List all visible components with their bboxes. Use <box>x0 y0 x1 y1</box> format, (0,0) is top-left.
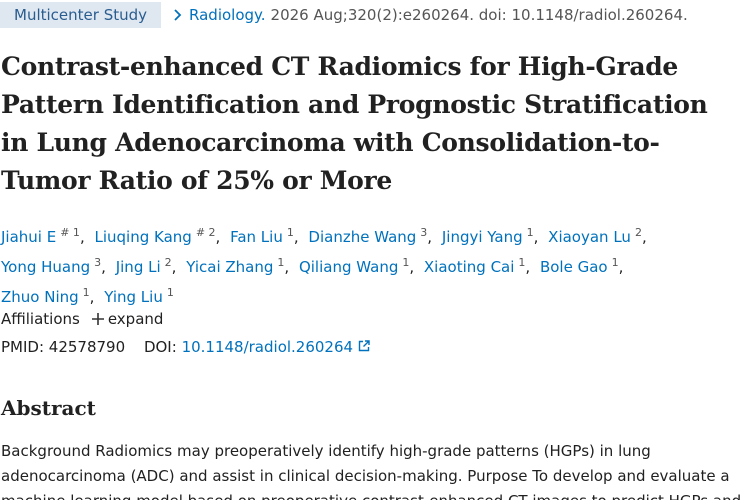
badge: Multicenter Study <box>0 2 162 28</box>
pmid: 42578790 <box>48 338 126 356</box>
author-affiliation-ref[interactable]: 1 <box>518 256 526 269</box>
affiliations-label: Affiliations <box>1 310 80 328</box>
author-name[interactable]: Fan Liu <box>230 228 283 246</box>
author: Bole Gao 1 <box>539 256 628 276</box>
title-line: Tumor Ratio of 25% or More <box>1 166 393 195</box>
abstract-text: Background Radiomics may preoperatively … <box>1 439 741 500</box>
title-line: Contrast-enhanced CT Radiomics for High-… <box>1 52 679 81</box>
author-name[interactable]: Zhuo Ning <box>1 288 79 306</box>
author-affiliation-ref[interactable]: 1 <box>82 286 90 299</box>
author: Jing Li 2 <box>115 256 182 276</box>
author-affiliation-ref[interactable]: 2 <box>164 256 172 269</box>
title-line: Pattern Identification and Prognostic St… <box>1 90 708 119</box>
author-name[interactable]: Bole Gao <box>539 258 608 276</box>
author-affiliation-ref[interactable]: 3 <box>420 226 428 239</box>
author-affiliation-ref[interactable]: 1 <box>277 256 285 269</box>
chevron-icon <box>174 9 182 21</box>
author-name[interactable]: Xiaoyan Lu <box>548 228 631 246</box>
expand-toggle[interactable]: expand <box>107 310 164 328</box>
author-name[interactable]: Jiahui E <box>1 228 57 246</box>
external-link-icon <box>358 340 370 352</box>
author-name[interactable]: Xiaoting Cai <box>423 258 515 276</box>
doi-link[interactable]: 10.1148/radiol.260264 <box>181 338 354 356</box>
article-title: Contrast-enhanced CT Radiomics for High-… <box>1 48 708 200</box>
author-name[interactable]: Ying Liu <box>104 288 163 306</box>
author-affiliation-ref[interactable]: 1 <box>611 256 619 269</box>
author: Yicai Zhang 1 <box>186 256 294 276</box>
author-name[interactable]: Yicai Zhang <box>186 258 274 276</box>
pmid-label: PMID: <box>1 338 45 356</box>
author-affiliation-ref[interactable]: 3 <box>94 256 102 269</box>
abstract-heading: Abstract <box>1 396 96 420</box>
doi-label: DOI: <box>143 338 177 356</box>
author-name[interactable]: Dianzhe Wang <box>308 228 417 246</box>
author-name[interactable]: Yong Huang <box>1 258 91 276</box>
author: Xiaoting Cai 1 <box>423 256 535 276</box>
author-name[interactable]: Liuqing Kang <box>94 228 192 246</box>
author: Liuqing Kang # 2 <box>94 226 226 246</box>
author-affiliation-ref[interactable]: 1 <box>526 226 534 239</box>
author-affiliation-ref[interactable]: # 2 <box>195 226 216 239</box>
abstract-line: adenocarcinoma (ADC) and assist in clini… <box>1 467 730 485</box>
citation: 2026 Aug;320(2):e260264. doi: 10.1148/ra… <box>270 6 688 24</box>
journal-link[interactable]: Radiology. <box>189 6 266 24</box>
author: Zhuo Ning 1 <box>1 286 99 306</box>
citation-bar: Multicenter Study Radiology. 2026 Aug;32… <box>0 1 688 29</box>
author-affiliation-ref[interactable]: 2 <box>634 226 642 239</box>
author-name[interactable]: Jing Li <box>115 258 161 276</box>
author: Yong Huang 3 <box>1 256 111 276</box>
author: Dianzhe Wang 3 <box>308 226 437 246</box>
author-affiliation-ref[interactable]: 1 <box>286 226 294 239</box>
identifiers: PMID: 42578790 DOI: 10.1148/radiol.26026… <box>1 338 370 356</box>
author: Ying Liu 1 <box>104 286 174 306</box>
author: Jiahui E # 1 <box>1 226 90 246</box>
author-name[interactable]: Qiliang Wang <box>298 258 399 276</box>
author: Jingyi Yang 1 <box>441 226 544 246</box>
abstract-line: machine learning model based on preopera… <box>1 489 741 500</box>
title-line: in Lung Adenocarcinoma with Consolidatio… <box>1 128 660 157</box>
author: Xiaoyan Lu 2 <box>548 226 652 246</box>
author-affiliation-ref[interactable]: 1 <box>402 256 410 269</box>
author: Qiliang Wang 1 <box>298 256 419 276</box>
author-affiliation-ref[interactable]: 1 <box>166 286 174 299</box>
abstract-line: Background Radiomics may preoperatively … <box>1 442 651 460</box>
author-affiliation-ref[interactable]: # 1 <box>60 226 80 239</box>
plus-icon[interactable] <box>91 313 104 325</box>
author-name[interactable]: Jingyi Yang <box>441 228 523 246</box>
affiliations: Affiliations expand <box>1 310 163 328</box>
author: Fan Liu 1 <box>230 226 304 246</box>
